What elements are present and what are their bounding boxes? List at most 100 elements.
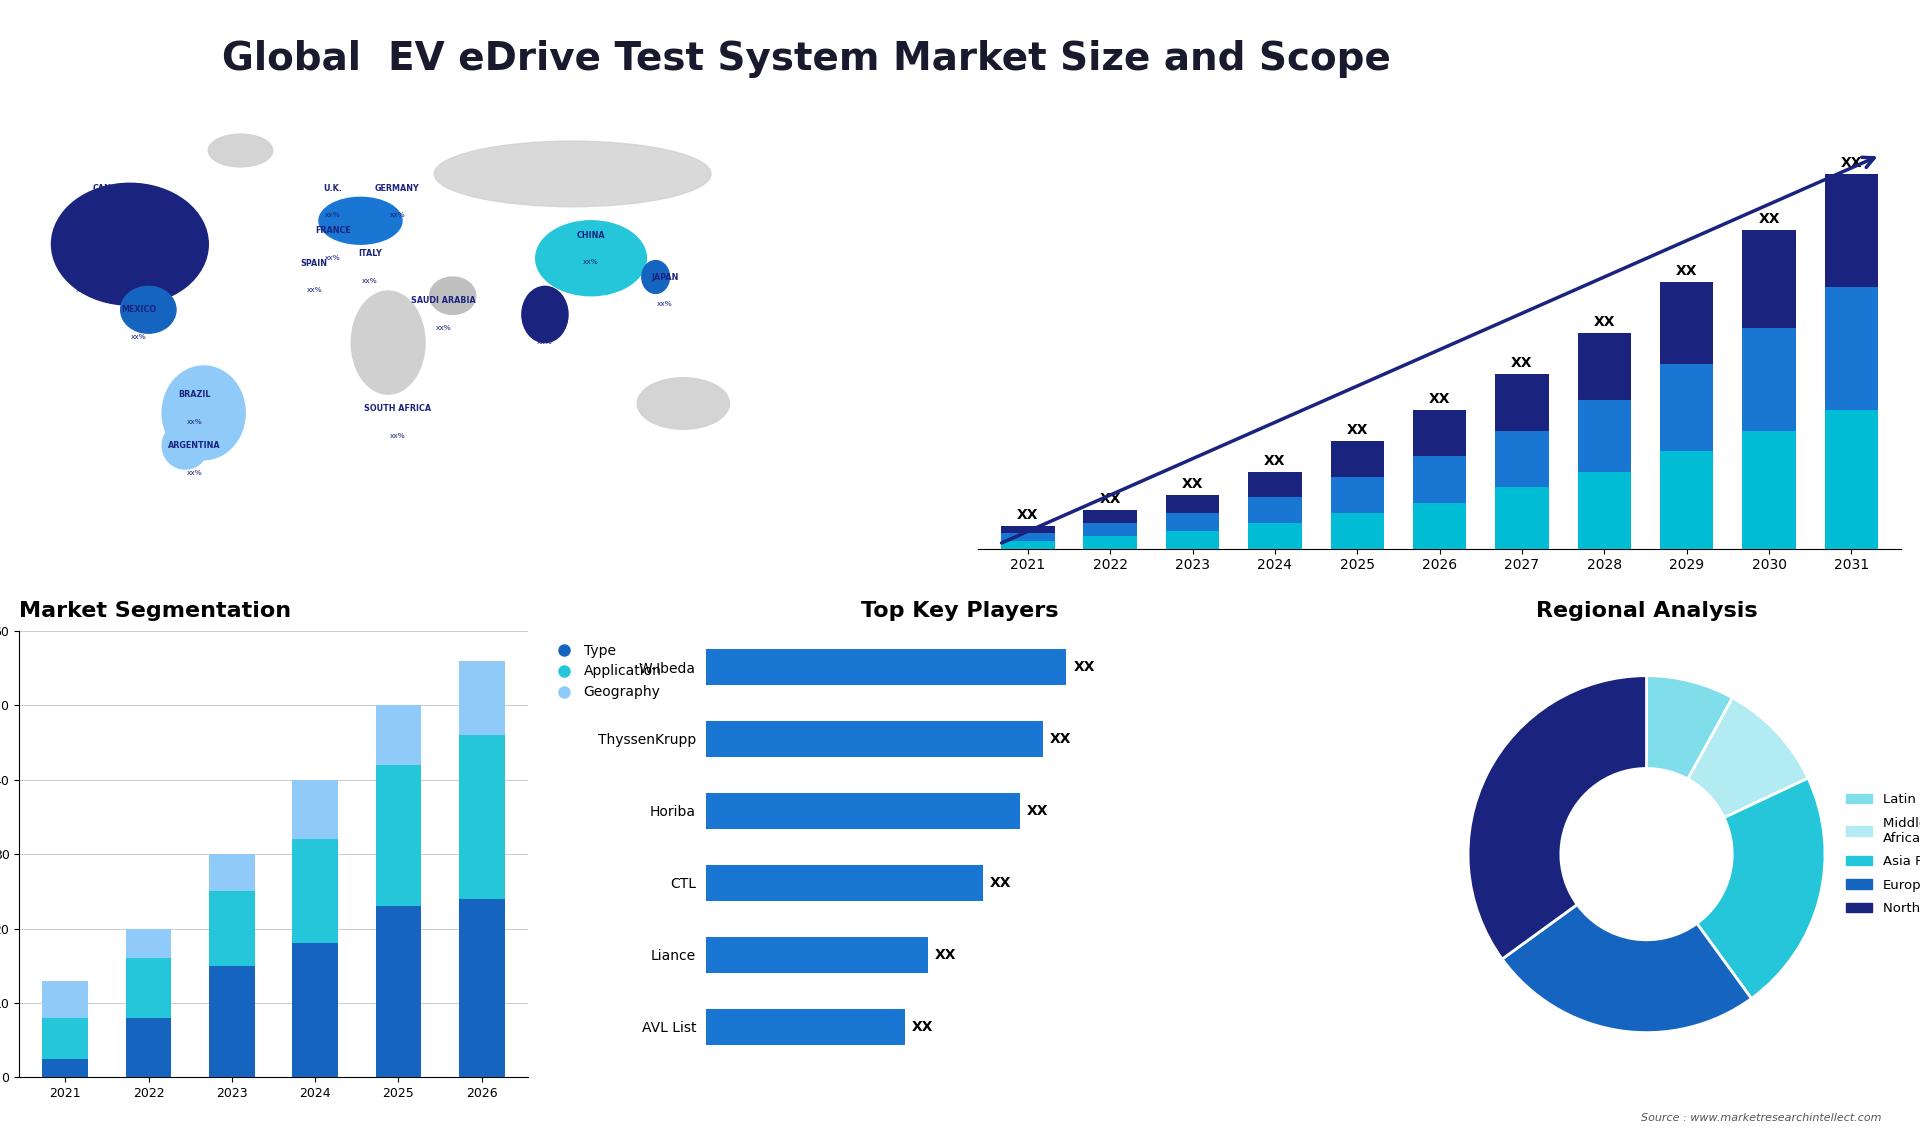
Bar (42, 981, 88, 1018)
Text: XX: XX (1073, 660, 1094, 674)
Text: CANADA: CANADA (92, 183, 131, 193)
Ellipse shape (161, 366, 246, 460)
Text: xx%: xx% (361, 278, 378, 284)
Bar (1824, 174, 1878, 286)
Bar (1000, 541, 1054, 549)
Bar (1496, 487, 1549, 549)
Text: xx%: xx% (390, 433, 405, 439)
Text: XX: XX (935, 948, 956, 961)
Bar (292, 839, 338, 943)
Bar (707, 793, 1020, 829)
Bar (376, 706, 420, 764)
Bar (707, 937, 927, 973)
Bar (459, 661, 505, 735)
Text: xx%: xx% (436, 324, 451, 331)
Text: Global  EV eDrive Test System Market Size and Scope: Global EV eDrive Test System Market Size… (223, 40, 1390, 78)
Text: XX: XX (912, 1020, 933, 1034)
Text: XX: XX (1183, 477, 1204, 490)
Text: XX: XX (1050, 732, 1071, 746)
Ellipse shape (430, 277, 476, 314)
Bar (1661, 452, 1713, 549)
Text: XX: XX (1759, 212, 1780, 226)
Text: xx%: xx% (538, 339, 553, 345)
Bar (1083, 510, 1137, 523)
Bar (1578, 333, 1632, 400)
Text: SAUDI ARABIA: SAUDI ARABIA (411, 296, 476, 305)
Text: xx%: xx% (307, 288, 323, 293)
Text: MEXICO: MEXICO (121, 306, 157, 314)
Bar (376, 906, 420, 1077)
Bar (1331, 441, 1384, 477)
Bar (459, 898, 505, 1077)
Ellipse shape (351, 291, 424, 394)
Bar (1083, 536, 1137, 549)
Bar (1741, 431, 1795, 549)
Text: SOUTH AFRICA: SOUTH AFRICA (363, 403, 430, 413)
Ellipse shape (637, 378, 730, 430)
Bar (707, 649, 1066, 685)
Title: Regional Analysis: Regional Analysis (1536, 602, 1757, 621)
Text: SPAIN: SPAIN (301, 259, 328, 268)
Ellipse shape (434, 141, 710, 206)
Bar (209, 854, 255, 892)
Bar (209, 966, 255, 1077)
Bar (125, 958, 171, 1018)
Text: XX: XX (1263, 454, 1286, 468)
Bar (1083, 523, 1137, 536)
Text: xx%: xx% (131, 335, 148, 340)
Ellipse shape (52, 183, 207, 305)
Bar (42, 1059, 88, 1077)
Wedge shape (1647, 676, 1732, 779)
Text: FRANCE: FRANCE (315, 226, 351, 235)
Bar (292, 779, 338, 839)
Bar (1578, 400, 1632, 472)
Wedge shape (1501, 904, 1751, 1033)
Bar (1248, 497, 1302, 523)
Text: xx%: xx% (186, 470, 202, 476)
Text: XX: XX (1511, 356, 1532, 370)
Legend: Latin America, Middle East &
Africa, Asia Pacific, Europe, North America: Latin America, Middle East & Africa, Asi… (1841, 787, 1920, 920)
Text: CHINA: CHINA (576, 230, 605, 240)
Bar (459, 735, 505, 898)
Legend: Type, Application, Geography: Type, Application, Geography (545, 638, 666, 705)
Text: XX: XX (1346, 423, 1369, 437)
Bar (1413, 456, 1467, 502)
Text: xx%: xx% (186, 418, 202, 424)
Bar (125, 1018, 171, 1077)
Bar (1000, 533, 1054, 541)
Bar (292, 943, 338, 1077)
Bar (209, 892, 255, 966)
Bar (125, 928, 171, 958)
Bar (1165, 531, 1219, 549)
Text: xx%: xx% (584, 259, 599, 265)
Bar (1331, 477, 1384, 512)
Text: XX: XX (1027, 804, 1048, 818)
Bar (707, 721, 1043, 758)
Text: ITALY: ITALY (357, 249, 382, 258)
Ellipse shape (641, 260, 670, 293)
Ellipse shape (121, 286, 177, 333)
Text: XX: XX (1100, 492, 1121, 507)
Text: GERMANY: GERMANY (374, 183, 420, 193)
Bar (1496, 431, 1549, 487)
Wedge shape (1469, 676, 1647, 959)
Bar (1248, 523, 1302, 549)
Text: U.K.: U.K. (323, 183, 342, 193)
Text: XX: XX (1018, 508, 1039, 521)
Text: INDIA: INDIA (532, 311, 557, 319)
Bar (1165, 512, 1219, 531)
Text: XX: XX (1676, 264, 1697, 277)
Bar (1331, 512, 1384, 549)
Text: BRAZIL: BRAZIL (179, 390, 211, 399)
Bar (1661, 364, 1713, 452)
Ellipse shape (522, 286, 568, 343)
Text: XX: XX (1594, 315, 1615, 329)
Bar (1824, 410, 1878, 549)
Bar (707, 865, 983, 901)
Bar (1165, 495, 1219, 512)
Text: xx%: xx% (104, 212, 119, 219)
Text: xx%: xx% (324, 212, 340, 219)
Text: xx%: xx% (657, 301, 672, 307)
Text: xx%: xx% (77, 288, 92, 293)
Bar (1741, 230, 1795, 328)
